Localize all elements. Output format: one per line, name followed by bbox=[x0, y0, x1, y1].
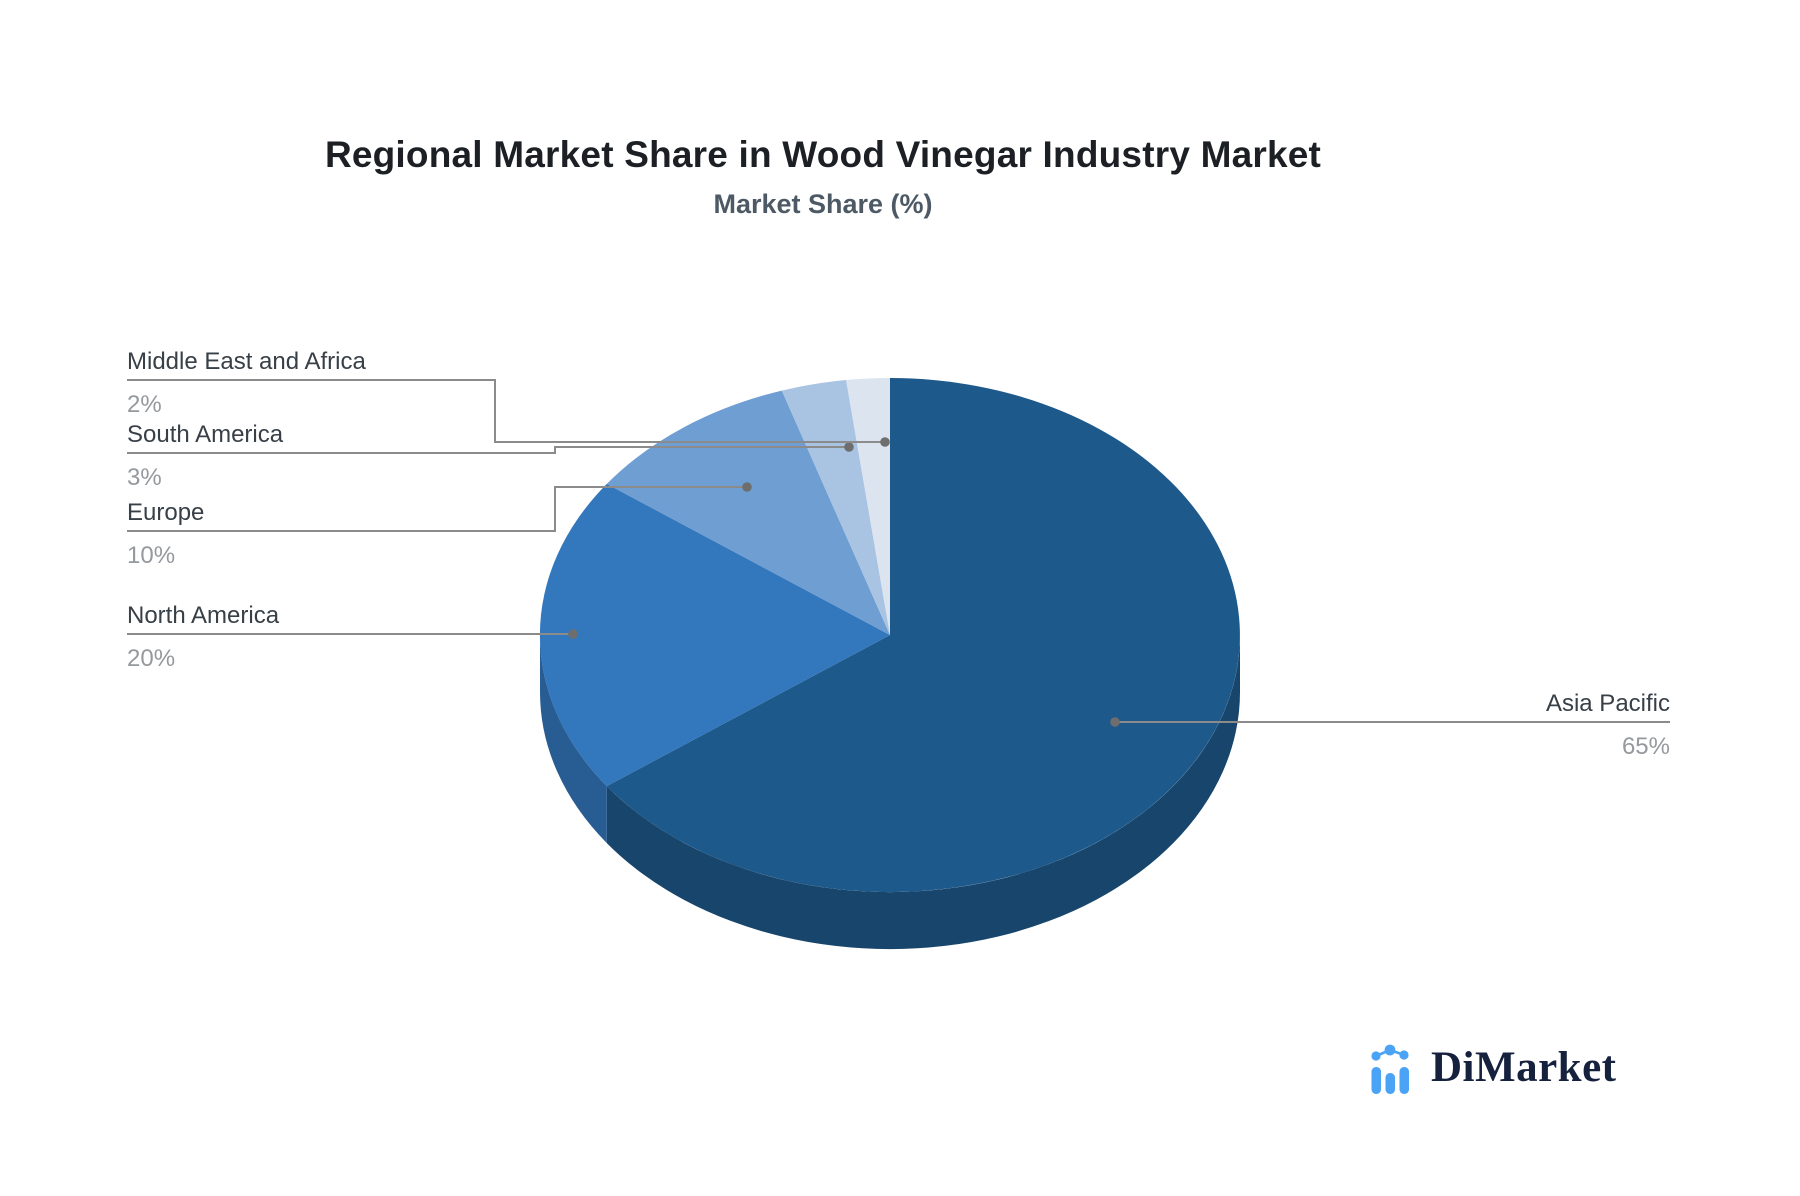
callout-dot bbox=[1110, 717, 1120, 727]
slice-percent: 2% bbox=[127, 391, 162, 418]
callout-label-middle-east-africa: Middle East and Africa 2% bbox=[127, 347, 366, 420]
bar-chart-trend-icon bbox=[1371, 1044, 1409, 1094]
slice-label: Europe bbox=[127, 499, 205, 526]
callout-line bbox=[127, 446, 849, 454]
logo-text: DiMarket bbox=[1431, 1044, 1617, 1091]
callout-dot bbox=[742, 482, 752, 492]
callout-dot bbox=[844, 442, 854, 452]
slice-label: North America bbox=[127, 602, 280, 629]
pie-slice-asia-pacific[interactable] bbox=[606, 378, 1240, 892]
pie-slice-europe[interactable] bbox=[606, 390, 890, 635]
slice-label: Middle East and Africa bbox=[127, 348, 366, 375]
chart-subtitle: Market Share (%) bbox=[713, 189, 933, 219]
slice-percent: 3% bbox=[127, 464, 162, 491]
callout-label-north-america: North America 20% bbox=[127, 601, 279, 674]
pie-slice-side bbox=[606, 635, 1240, 950]
pie-slice-north-america[interactable] bbox=[539, 483, 890, 787]
chart-title: Regional Market Share in Wood Vinegar In… bbox=[324, 134, 1322, 175]
slice-label: South America bbox=[127, 421, 284, 448]
pie-slice-side bbox=[540, 635, 607, 844]
pie-slice-south-america[interactable] bbox=[781, 380, 890, 635]
slice-percent: 20% bbox=[127, 645, 176, 672]
callout-line bbox=[127, 379, 885, 443]
slice-percent: 65% bbox=[1621, 733, 1670, 760]
slice-label: Asia Pacific bbox=[1545, 690, 1670, 717]
callout-dot bbox=[880, 437, 890, 447]
callout-label-south-america: South America 3% bbox=[127, 420, 283, 493]
dimarket-logo: DiMarket bbox=[1362, 1036, 1617, 1096]
slice-percent: 10% bbox=[127, 542, 176, 569]
callout-dot bbox=[568, 629, 578, 639]
callout-label-europe: Europe 10% bbox=[127, 498, 204, 571]
callout-line bbox=[127, 486, 747, 532]
callout-label-asia-pacific: Asia Pacific 65% bbox=[1546, 689, 1670, 762]
